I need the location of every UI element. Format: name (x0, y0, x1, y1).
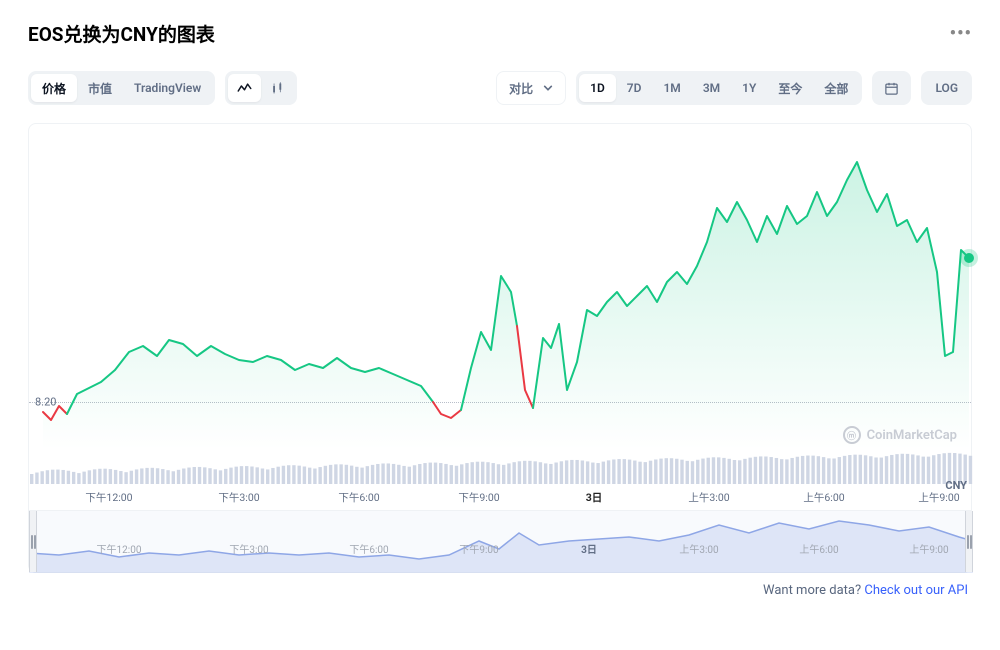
range-1M[interactable]: 1M (652, 74, 691, 102)
chart-style-group (225, 71, 297, 105)
range-3M[interactable]: 3M (692, 74, 731, 102)
x-axis-label: 下午3:00 (218, 490, 259, 505)
footer: Want more data? Check out our API (28, 573, 972, 598)
candle-chart-toggle[interactable] (261, 74, 294, 102)
x-axis-label: 3日 (586, 490, 603, 505)
range-7D[interactable]: 7D (616, 74, 653, 102)
navigator-handle-right[interactable] (965, 511, 973, 572)
log-toggle[interactable]: LOG (924, 74, 969, 102)
price-chart-svg (29, 124, 973, 450)
navigator-x-label: 下午3:00 (229, 541, 268, 556)
more-icon[interactable]: ••• (950, 23, 972, 44)
range-1Y[interactable]: 1Y (731, 74, 767, 102)
x-axis-label: 下午12:00 (85, 490, 132, 505)
navigator-x-label: 上午3:00 (679, 541, 718, 556)
current-price-dot (964, 253, 974, 263)
calendar-icon (884, 81, 899, 96)
view-tab-市值[interactable]: 市值 (77, 74, 123, 102)
compare-button[interactable]: 对比 (496, 71, 566, 105)
page-title: EOS兑换为CNY的图表 (28, 20, 215, 47)
api-link[interactable]: Check out our API (864, 583, 968, 598)
range-1D[interactable]: 1D (579, 74, 616, 102)
scale-group: LOG (921, 71, 972, 105)
navigator-x-label: 上午6:00 (799, 541, 838, 556)
view-toggle-group: 价格市值TradingView (28, 71, 215, 105)
x-axis-label: 下午9:00 (458, 490, 499, 505)
range-全部[interactable]: 全部 (813, 74, 859, 102)
compare-label: 对比 (509, 80, 533, 97)
candle-chart-icon (270, 81, 285, 96)
chart-card: 8.20 ⓜ CoinMarketCap CNY 下午12:00下午3:00下午… (28, 123, 972, 573)
navigator-x-label: 下午6:00 (349, 541, 388, 556)
navigator-handle-left[interactable] (29, 511, 37, 572)
view-tab-TradingView[interactable]: TradingView (123, 74, 212, 102)
x-axis-label: 上午3:00 (688, 490, 729, 505)
range-至今[interactable]: 至今 (767, 74, 813, 102)
navigator-x-label: 下午12:00 (97, 541, 142, 556)
x-axis: 下午12:00 下午3:00 下午6:00 下午9:00 3日 上午3:00 上午6:00 上… (29, 484, 971, 510)
chevron-down-icon (543, 83, 553, 93)
watermark-icon: ⓜ (843, 426, 861, 444)
watermark: ⓜ CoinMarketCap (843, 426, 957, 444)
volume-bars (29, 450, 973, 484)
main-chart-area[interactable]: 8.20 ⓜ CoinMarketCap CNY (29, 124, 971, 484)
calendar-group (872, 71, 911, 105)
watermark-text: CoinMarketCap (867, 428, 957, 443)
time-range-group: 1D7D1M3M1Y至今全部 (576, 71, 862, 105)
x-axis-label: 下午6:00 (338, 490, 379, 505)
navigator-x-label: 下午9:00 (459, 541, 498, 556)
x-axis-label: 上午9:00 (918, 490, 959, 505)
navigator-x-label: 3日 (581, 541, 597, 556)
navigator-x-label: 上午9:00 (909, 541, 948, 556)
view-tab-价格[interactable]: 价格 (31, 74, 77, 102)
x-axis-label: 上午6:00 (803, 490, 844, 505)
footer-text: Want more data? (763, 583, 864, 598)
date-picker-button[interactable] (875, 74, 908, 102)
line-chart-toggle[interactable] (228, 74, 261, 102)
navigator[interactable]: 下午12:00 下午3:00 下午6:00 下午9:00 3日 上午3:00 上午6:00 上… (29, 510, 971, 572)
line-chart-icon (237, 81, 252, 96)
